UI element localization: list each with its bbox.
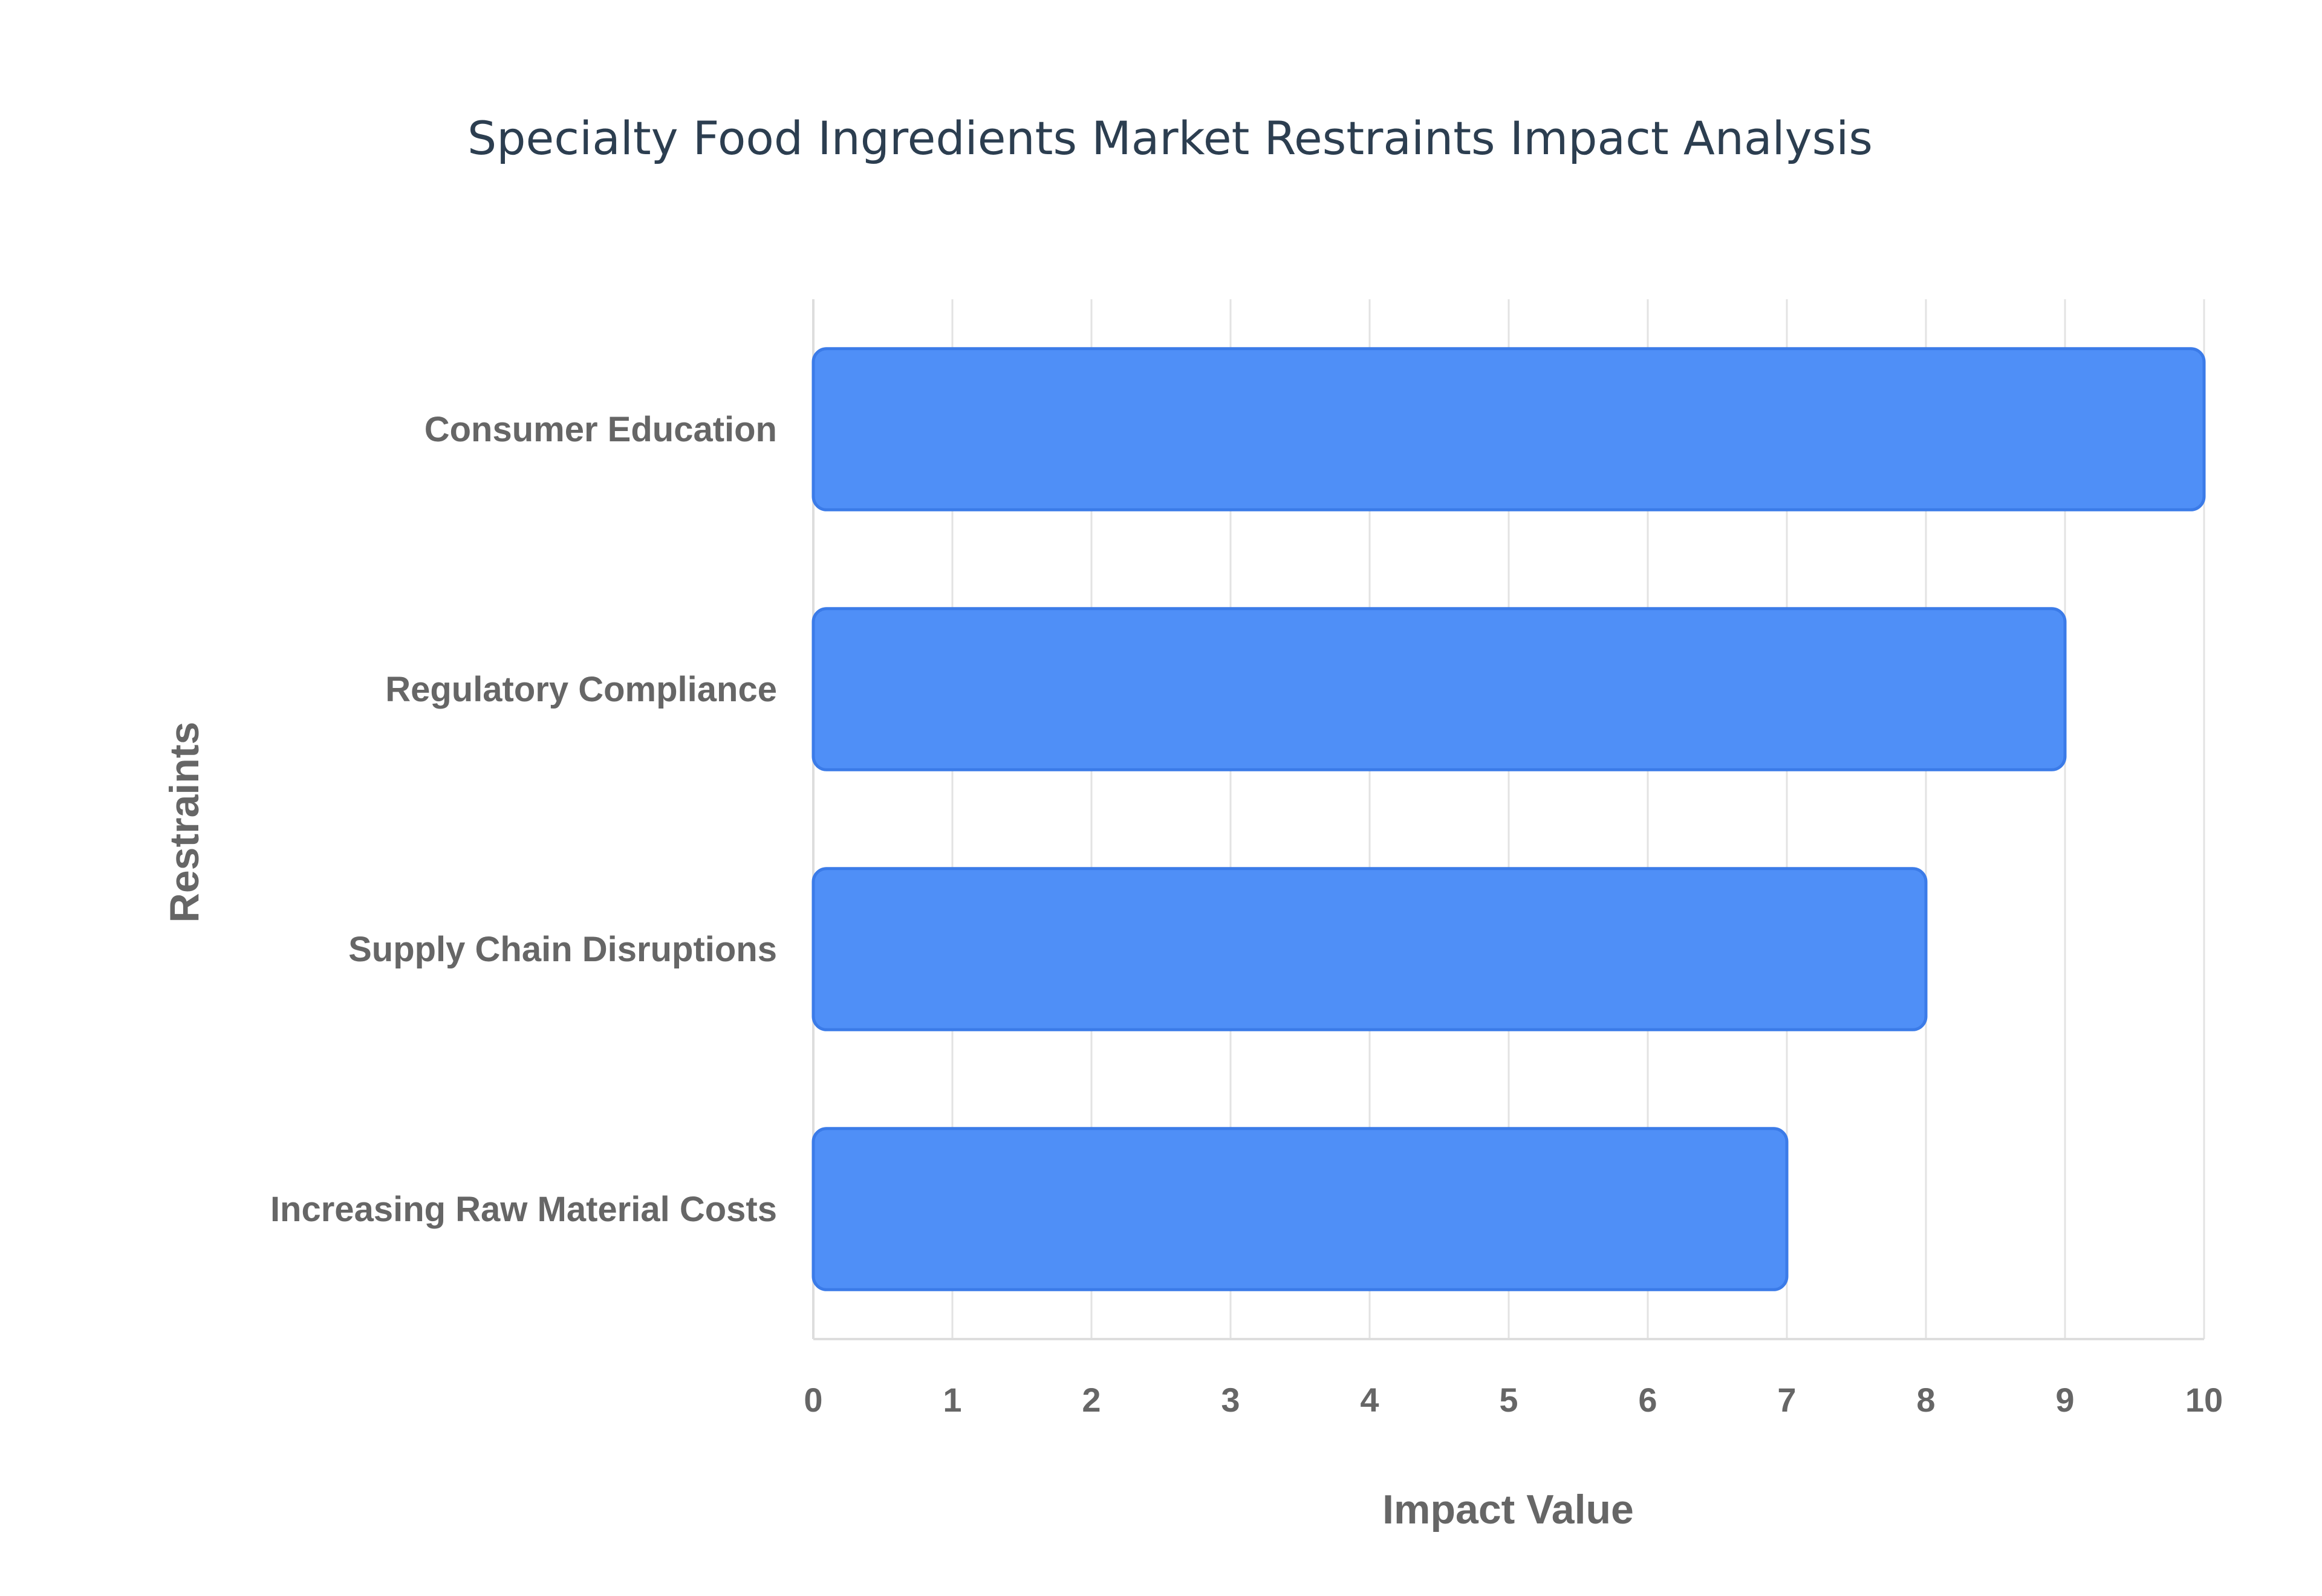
bar bbox=[811, 347, 2206, 511]
x-tick-label: 0 bbox=[804, 1381, 822, 1419]
x-axis-title: Impact Value bbox=[1382, 1487, 1634, 1533]
y-axis-categories: Consumer Education Regulatory Compliance S… bbox=[270, 410, 777, 1229]
bars bbox=[811, 347, 2206, 1291]
x-tick-label: 10 bbox=[2185, 1381, 2223, 1419]
category-label: Consumer Education bbox=[424, 410, 777, 449]
x-tick-label: 4 bbox=[1360, 1381, 1379, 1419]
bar bbox=[811, 867, 1928, 1031]
category-label: Regulatory Compliance bbox=[385, 670, 777, 709]
bar bbox=[811, 1127, 1789, 1291]
category-label: Supply Chain Disruptions bbox=[348, 930, 777, 969]
x-tick-label: 5 bbox=[1499, 1381, 1518, 1419]
x-tick-label: 8 bbox=[1916, 1381, 1935, 1419]
category-label: Increasing Raw Material Costs bbox=[270, 1190, 777, 1229]
x-tick-label: 9 bbox=[2055, 1381, 2074, 1419]
y-axis-title: Restraints bbox=[161, 722, 207, 923]
x-tick-label: 6 bbox=[1638, 1381, 1657, 1419]
x-tick-label: 3 bbox=[1221, 1381, 1240, 1419]
chart-title: Specialty Food Ingredients Market Restra… bbox=[467, 111, 1873, 165]
x-tick-label: 7 bbox=[1777, 1381, 1796, 1419]
x-axis-ticks: 0 1 2 3 4 5 6 7 8 9 10 bbox=[804, 1381, 2223, 1419]
x-tick-label: 1 bbox=[943, 1381, 961, 1419]
bar bbox=[811, 607, 2067, 771]
x-tick-label: 2 bbox=[1082, 1381, 1101, 1419]
